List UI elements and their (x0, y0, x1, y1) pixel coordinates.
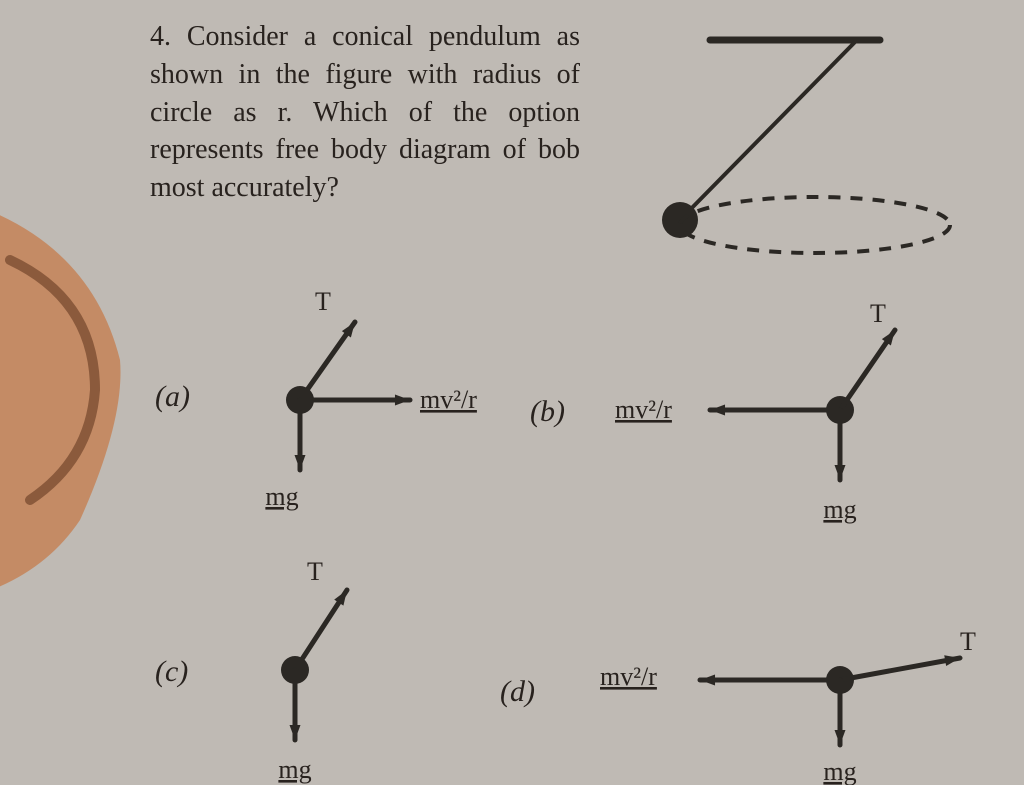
label-mv2r-a: mv²/r (420, 385, 477, 414)
diagram-option-b: Tmv²/r mg (600, 300, 960, 540)
option-letter-d: (d) (500, 675, 535, 709)
label-mg-d: mg (823, 757, 856, 785)
label-T-b: T (870, 300, 886, 328)
diagram-option-a: Tmv²/r mg (200, 290, 500, 520)
question-body: Consider a conical pendulum as shown in … (150, 21, 580, 203)
thumb-edge (0, 200, 160, 600)
figure-conical-pendulum (620, 20, 980, 280)
label-mg-c: mg (278, 755, 311, 784)
label-mg-b: mg (823, 495, 856, 524)
label-T-d: T (960, 627, 976, 656)
diagram-option-d: Tmv²/r mg (580, 595, 1000, 785)
label-mv2r-b: mv²/r (615, 395, 672, 424)
option-letter-a: (a) (155, 380, 190, 414)
option-letter-c: (c) (155, 655, 188, 689)
question-text: 4. Consider a conical pendulum as shown … (150, 18, 580, 207)
label-mv2r-d: mv²/r (600, 662, 657, 691)
label-T-a: T (315, 290, 331, 316)
label-T-c: T (307, 560, 323, 586)
question-number: 4. (150, 21, 171, 52)
question-page: 4. Consider a conical pendulum as shown … (0, 0, 1024, 785)
diagram-option-c: Tmg (200, 560, 460, 785)
label-mg-a: mg (265, 482, 298, 511)
option-letter-b: (b) (530, 395, 565, 429)
